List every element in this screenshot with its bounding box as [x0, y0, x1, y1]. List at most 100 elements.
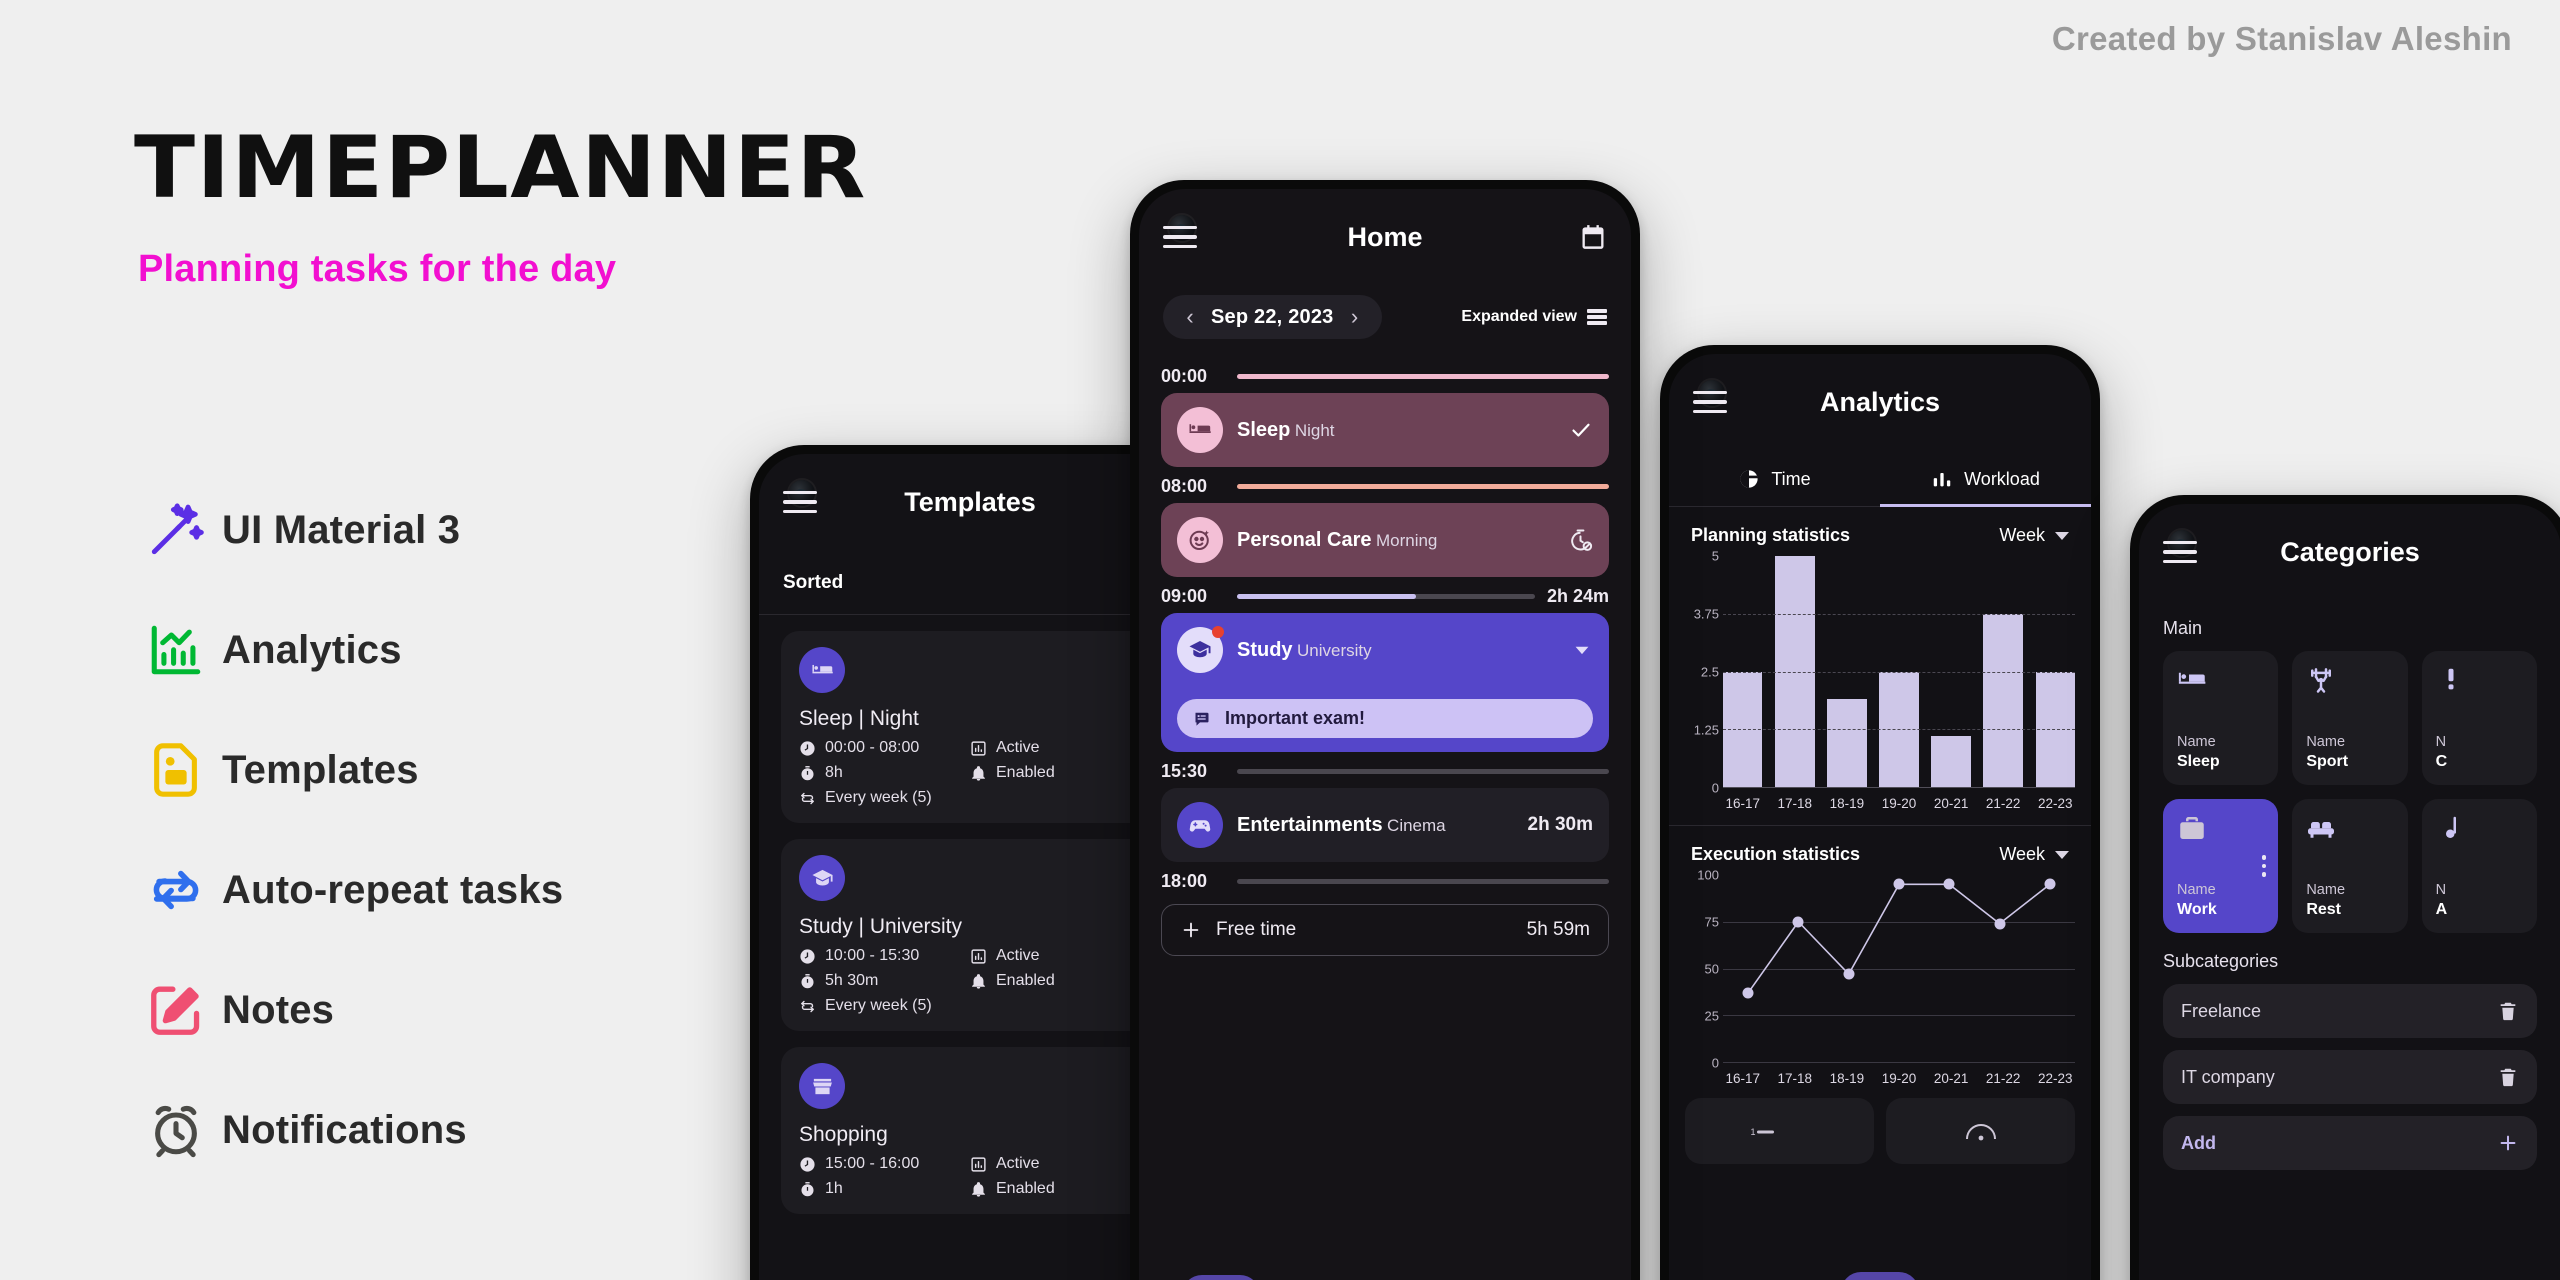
nav-item-home[interactable] — [1669, 1272, 1810, 1280]
category-name-label: Name — [2306, 734, 2346, 751]
notes-edit-icon — [130, 981, 222, 1039]
bar-chart-icon — [1841, 1272, 1919, 1280]
template-duration: 5h 30m — [799, 972, 970, 990]
execution-period-select[interactable]: Week — [1999, 844, 2069, 865]
category-card-sixth[interactable]: N A — [2421, 799, 2537, 933]
alarm-clock-icon — [130, 1101, 222, 1159]
hamburger-menu-icon[interactable] — [2163, 541, 2197, 563]
x-tick-label: 17-18 — [1777, 796, 1813, 811]
svg-text:1: 1 — [1751, 1127, 1756, 1137]
nav-item-analytics[interactable]: Analytics — [1303, 1275, 1467, 1280]
hamburger-menu-icon[interactable] — [1163, 226, 1197, 248]
task-subtitle: Cinema — [1387, 815, 1446, 835]
nav-item-settings[interactable] — [1950, 1272, 2091, 1280]
bed-icon — [2178, 672, 2206, 684]
y-tick-label: 0 — [1711, 780, 1719, 796]
hamburger-menu-icon[interactable] — [783, 491, 817, 513]
timer-off-icon[interactable] — [1568, 528, 1593, 553]
nav-item-home[interactable]: Home — [1139, 1275, 1303, 1280]
category-name-label: Name — [2306, 882, 2346, 899]
category-name-value: Work — [2177, 901, 2217, 919]
category-card-sport[interactable]: Name Sport — [2292, 651, 2408, 785]
trash-icon[interactable] — [2497, 1066, 2519, 1088]
tab-workload[interactable]: Workload — [1880, 450, 2091, 507]
template-card[interactable]: Shopping 15:00 - 16:00 Active 1h — [781, 1047, 1159, 1214]
line-chart-y-axis: 100 75 50 25 0 — [1685, 868, 1723, 1071]
trash-icon[interactable] — [2497, 1000, 2519, 1022]
task-card-sleep[interactable]: Sleep Night — [1161, 393, 1609, 467]
home-date-row: ‹ Sep 22, 2023 › Expanded view — [1139, 285, 1631, 339]
template-card[interactable]: Study | University 10:00 - 15:30 Active … — [781, 839, 1159, 1031]
timer-icon — [801, 1181, 814, 1196]
task-card-study[interactable]: Study University Importan — [1161, 613, 1609, 752]
graduation-cap-icon — [1177, 626, 1224, 673]
credit-line: Created by Stanislav Aleshin — [2051, 20, 2512, 57]
template-card[interactable]: Sleep | Night 00:00 - 08:00 Active 8h — [781, 631, 1159, 823]
planning-period-select[interactable]: Week — [1999, 525, 2069, 546]
timeline-line — [1237, 879, 1609, 884]
bar-chart-y-axis: 5 3.75 2.5 1.25 0 — [1685, 549, 1723, 796]
category-card-sleep[interactable]: Name Sleep — [2163, 651, 2279, 785]
home-appbar: Home — [1139, 189, 1631, 285]
chevron-down-icon — [2055, 850, 2069, 859]
free-time-row[interactable]: Free time 5h 59m — [1161, 904, 1609, 956]
nav-item-settings[interactable]: Settings — [1467, 1275, 1631, 1280]
tab-time[interactable]: Time — [1669, 450, 1880, 506]
mini-card-right[interactable] — [1886, 1098, 2075, 1164]
category-card-third[interactable]: N C — [2421, 651, 2537, 785]
task-note-text: Important exam! — [1225, 708, 1366, 728]
category-card-rest[interactable]: Name Rest — [2292, 799, 2408, 933]
templates-title: Templates — [904, 486, 1036, 517]
timeline-time: 09:00 — [1161, 586, 1208, 606]
tab-label: Workload — [1964, 468, 2040, 489]
check-icon[interactable] — [1569, 418, 1593, 442]
task-card-entertainments[interactable]: Entertainments Cinema 2h 30m — [1161, 788, 1609, 862]
chevron-down-icon — [2055, 531, 2069, 540]
mini-card-left[interactable]: 1 — [1685, 1098, 1874, 1164]
template-status: Active — [970, 1155, 1141, 1173]
category-grid: Name Sleep Name Sport N C — [2139, 651, 2560, 933]
nav-item-analytics[interactable] — [1810, 1272, 1951, 1280]
timeline-marker: 08:00 — [1161, 476, 1609, 497]
bell-icon — [972, 973, 985, 989]
template-notify: Enabled — [970, 972, 1141, 990]
template-duration: 1h — [799, 1180, 970, 1198]
notification-badge — [1212, 626, 1224, 638]
task-note-chip[interactable]: Important exam! — [1177, 699, 1593, 738]
y-tick-label: 50 — [1704, 961, 1719, 977]
add-subcategory-row[interactable]: Add — [2163, 1116, 2537, 1170]
home-bottom-nav: Home Analytics Settings — [1139, 1253, 1631, 1280]
more-vertical-icon[interactable] — [2261, 855, 2267, 877]
chevron-right-icon[interactable]: › — [1350, 304, 1359, 329]
free-time-label: Free time — [1216, 919, 1297, 940]
template-time: 00:00 - 08:00 — [799, 739, 970, 757]
chevron-down-icon[interactable] — [1571, 639, 1593, 661]
feature-label: Templates — [222, 747, 419, 792]
expanded-view-toggle[interactable]: Expanded view — [1461, 308, 1607, 326]
execution-period-value: Week — [1999, 844, 2045, 864]
timeline-marker: 00:00 — [1161, 366, 1609, 387]
date-selector[interactable]: ‹ Sep 22, 2023 › — [1163, 295, 1382, 339]
graduation-cap-icon — [799, 855, 845, 901]
bar-chart-icon — [971, 740, 986, 756]
plus-icon[interactable] — [2497, 1132, 2519, 1154]
subcategory-row-it-company[interactable]: IT company — [2163, 1050, 2537, 1104]
timeline-time: 15:30 — [1161, 761, 1208, 781]
task-title: Personal Care — [1237, 528, 1372, 551]
repeat-icon — [801, 792, 814, 804]
task-card-personal-care[interactable]: Personal Care Morning — [1161, 503, 1609, 577]
templates-icon — [130, 741, 222, 799]
data-point — [1792, 916, 1804, 928]
templates-sort-row[interactable]: Sorted By — [759, 550, 1181, 615]
category-card-work[interactable]: Name Work — [2163, 799, 2279, 933]
execution-statistics-header: Execution statistics Week — [1669, 826, 2091, 869]
analytics-mini-cards: 1 — [1669, 1088, 2091, 1164]
calendar-icon[interactable] — [1579, 223, 1607, 251]
subcategory-row-freelance[interactable]: Freelance — [2163, 984, 2537, 1038]
chevron-left-icon[interactable]: ‹ — [1186, 304, 1194, 329]
hamburger-menu-icon[interactable] — [1693, 391, 1727, 413]
phone-templates: Templates Sorted By Sleep | Night 00:00 … — [744, 439, 1196, 1280]
music-note-icon — [2445, 816, 2456, 838]
bar-chart-x-axis: 16-17 17-18 18-19 19-20 20-21 21-22 22-23 — [1685, 796, 2075, 811]
